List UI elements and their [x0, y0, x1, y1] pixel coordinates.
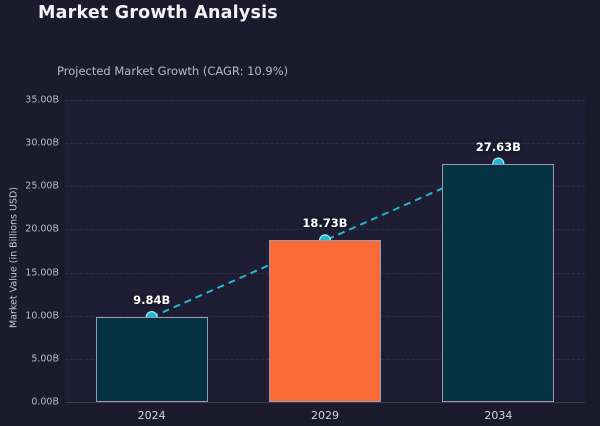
chart-subtitle: Projected Market Growth (CAGR: 10.9%): [57, 64, 289, 78]
data-label-2024: 9.84B: [133, 293, 171, 308]
y-axis-tick-label: 25.00B: [25, 180, 59, 192]
y-axis-tick-label: 20.00B: [25, 223, 59, 235]
y-axis-tick-label: 5.00B: [31, 353, 59, 365]
bar-2029[interactable]: [269, 240, 381, 402]
y-axis-tick-label: 0.00B: [31, 396, 59, 408]
gridline: [65, 143, 585, 145]
y-axis-title: Market Value (in Billions USD): [8, 186, 20, 329]
x-axis-ticks: 2024 2029 2034: [0, 402, 600, 426]
gridline: [65, 100, 585, 101]
bar-2024[interactable]: [95, 317, 208, 402]
y-axis-tick-label: 15.00B: [25, 267, 59, 279]
x-axis-tick-label-2024: 2024: [137, 409, 166, 422]
bar-2034[interactable]: [442, 163, 555, 402]
y-axis-tick-label: 35.00B: [25, 94, 59, 106]
x-axis-baseline: [65, 402, 585, 403]
x-axis-tick-label-2034: 2034: [484, 409, 513, 422]
page-title: Market Growth Analysis: [38, 3, 278, 23]
data-label-2034: 27.63B: [475, 139, 521, 154]
y-axis-ticks: 0.00B 5.00B 10.00B 15.00B 20.00B 25.00B 30.00B…: [0, 0, 59, 426]
x-axis-tick-label-2029: 2029: [311, 409, 339, 422]
y-axis-tick-label: 30.00B: [25, 137, 59, 149]
y-axis-tick-label: 10.00B: [25, 310, 59, 322]
data-label-2029: 18.73B: [302, 216, 348, 231]
